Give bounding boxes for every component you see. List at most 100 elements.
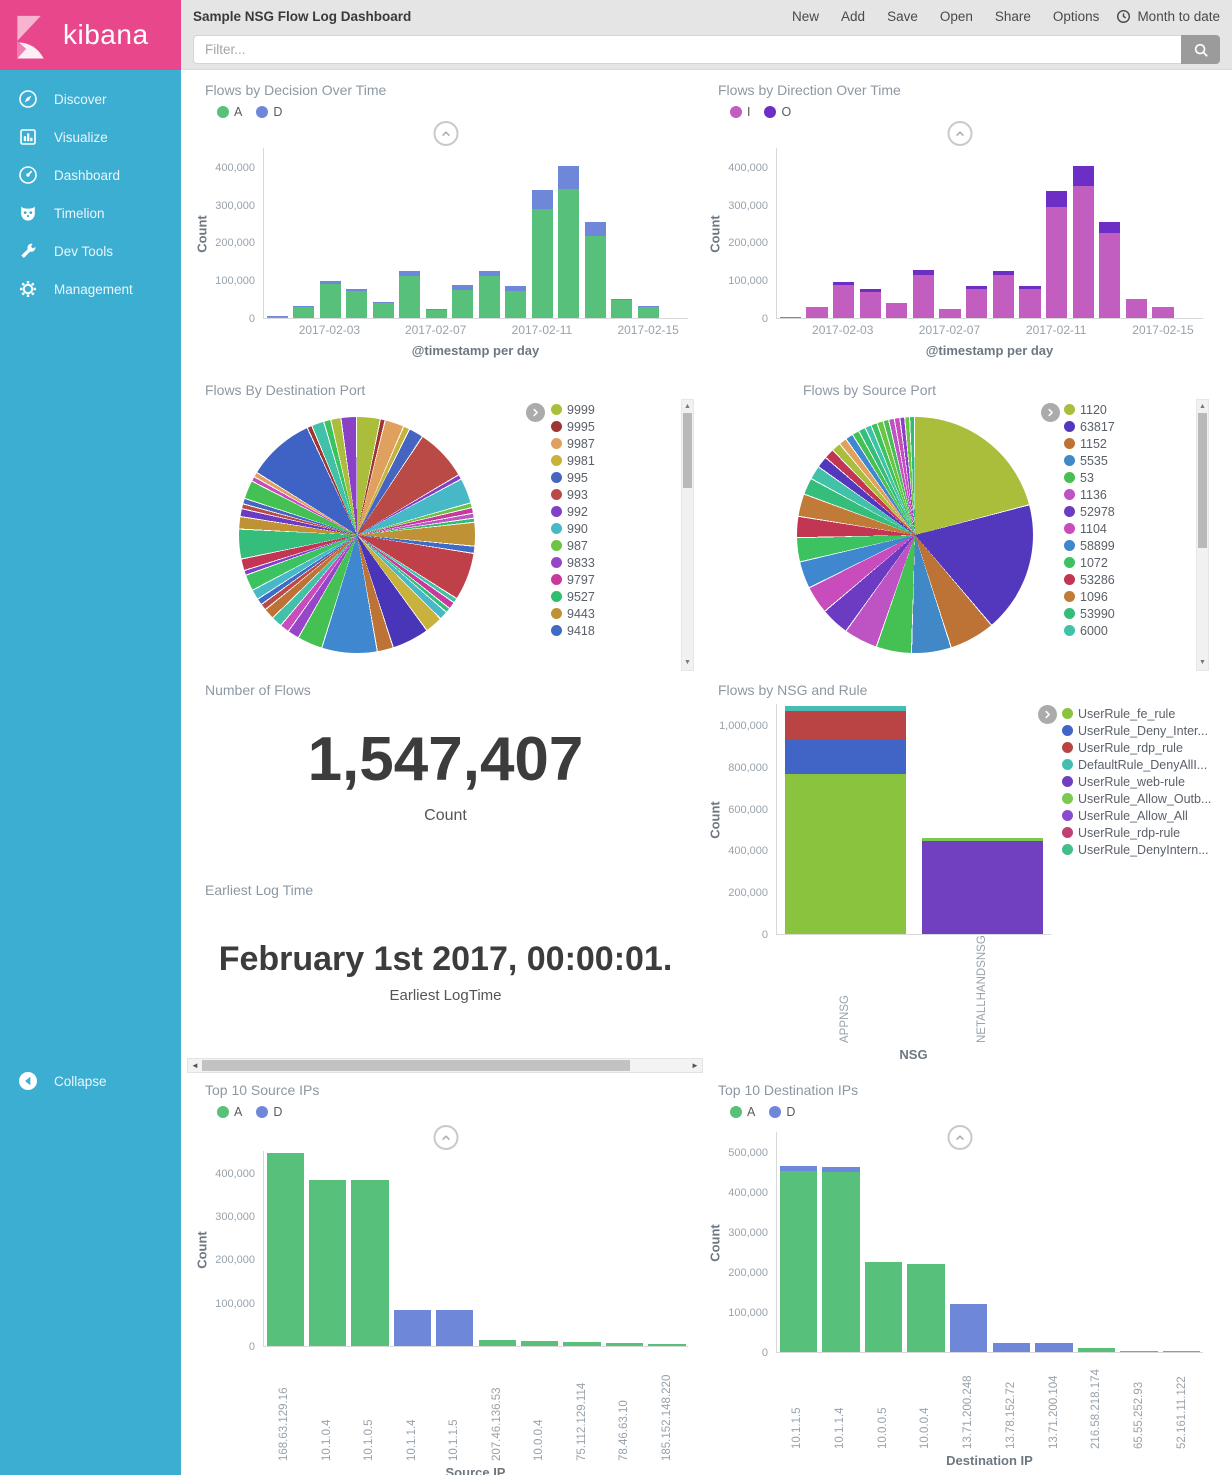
pie-chart[interactable]: [797, 417, 1033, 653]
legend-item[interactable]: 9995: [551, 418, 669, 435]
bar[interactable]: [806, 307, 828, 318]
legend-item[interactable]: 1104: [1064, 520, 1182, 537]
bar[interactable]: [779, 317, 801, 318]
scrollbar-up-arrow[interactable]: ▲: [1199, 403, 1206, 410]
sidebar-collapse-button[interactable]: Collapse: [0, 1063, 181, 1099]
bar[interactable]: [436, 1310, 474, 1346]
scrollbar-down-arrow[interactable]: ▼: [1199, 659, 1206, 666]
bar[interactable]: [1035, 1343, 1073, 1352]
menu-item-add[interactable]: Add: [841, 9, 866, 24]
bar[interactable]: [859, 289, 881, 318]
panel-title[interactable]: Flows by NSG and Rule: [718, 682, 868, 698]
legend-item[interactable]: DefaultRule_DenyAllI...: [1062, 756, 1212, 773]
legend-item[interactable]: 9443: [551, 605, 669, 622]
legend-item[interactable]: 9987: [551, 435, 669, 452]
legend-item[interactable]: A: [217, 1105, 242, 1119]
bar[interactable]: [907, 1264, 945, 1352]
panel-title[interactable]: Flows by Source Port: [803, 382, 937, 398]
menu-item-open[interactable]: Open: [939, 9, 973, 24]
legend-item[interactable]: UserRule_rdp_rule: [1062, 739, 1212, 756]
bar[interactable]: [266, 316, 288, 318]
bar[interactable]: [372, 302, 394, 318]
legend-item[interactable]: O: [764, 105, 791, 119]
kibana-logo[interactable]: kibana: [0, 0, 181, 70]
scrollbar-up-arrow[interactable]: ▲: [684, 403, 691, 410]
legend-item[interactable]: 1152: [1064, 435, 1182, 452]
legend-item[interactable]: 53286: [1064, 571, 1182, 588]
bar[interactable]: [966, 286, 988, 318]
bar[interactable]: [1152, 307, 1174, 318]
time-picker-button[interactable]: Month to date: [1110, 9, 1220, 24]
legend-item[interactable]: 58899: [1064, 537, 1182, 554]
legend-item[interactable]: I: [730, 105, 750, 119]
bar[interactable]: [1077, 1348, 1116, 1352]
legend-item[interactable]: 1136: [1064, 486, 1182, 503]
menu-item-new[interactable]: New: [792, 9, 820, 24]
scrollbar-track[interactable]: [202, 1060, 688, 1071]
pie-chart[interactable]: [239, 417, 475, 653]
legend-item[interactable]: 987: [551, 537, 669, 554]
bar[interactable]: [1019, 286, 1041, 318]
bar[interactable]: [1125, 299, 1148, 318]
bar[interactable]: [351, 1180, 389, 1346]
scrollbar-down-arrow[interactable]: ▼: [684, 659, 691, 666]
bar[interactable]: [531, 190, 553, 318]
bar[interactable]: [478, 1340, 516, 1346]
legend-item[interactable]: D: [769, 1105, 795, 1119]
bar[interactable]: [308, 1180, 347, 1346]
sidebar-item-timelion[interactable]: Timelion: [0, 194, 181, 232]
menu-item-save[interactable]: Save: [887, 9, 918, 24]
legend-item[interactable]: 6000: [1064, 622, 1182, 639]
legend-item[interactable]: 990: [551, 520, 669, 537]
legend-item[interactable]: 1072: [1064, 554, 1182, 571]
legend-item[interactable]: UserRule_Allow_Outb...: [1062, 790, 1212, 807]
panel-title[interactable]: Top 10 Source IPs: [205, 1082, 320, 1098]
legend-item[interactable]: 9833: [551, 554, 669, 571]
bar[interactable]: [1120, 1351, 1158, 1352]
collapse-chevron-button[interactable]: [947, 121, 972, 146]
expand-panel-button[interactable]: [1038, 705, 1057, 724]
legend-item[interactable]: 63817: [1064, 418, 1182, 435]
bar[interactable]: [393, 1310, 432, 1346]
bar[interactable]: [425, 309, 447, 318]
bar[interactable]: [637, 306, 659, 318]
bar[interactable]: [319, 281, 341, 318]
bar[interactable]: [779, 1166, 818, 1352]
bar[interactable]: [832, 282, 855, 318]
panel-title[interactable]: Flows by Decision Over Time: [205, 82, 387, 98]
expand-panel-button[interactable]: [1041, 403, 1060, 422]
bar[interactable]: [505, 286, 527, 318]
bar[interactable]: [452, 285, 474, 318]
legend-item[interactable]: A: [730, 1105, 755, 1119]
search-button[interactable]: [1181, 35, 1220, 64]
legend-item[interactable]: 9418: [551, 622, 669, 639]
panel-title[interactable]: Top 10 Destination IPs: [718, 1082, 859, 1098]
bar[interactable]: [293, 306, 315, 318]
sidebar-item-management[interactable]: Management: [0, 270, 181, 308]
expand-panel-button[interactable]: [526, 403, 545, 422]
legend-item[interactable]: 9527: [551, 588, 669, 605]
bar[interactable]: [346, 289, 368, 318]
legend-item[interactable]: 992: [551, 503, 669, 520]
legend-item[interactable]: 9999: [551, 401, 669, 418]
collapse-chevron-button[interactable]: [433, 1125, 458, 1150]
legend-item[interactable]: UserRule_Deny_Inter...: [1062, 722, 1212, 739]
sidebar-item-visualize[interactable]: Visualize: [0, 118, 181, 156]
scrollbar-thumb[interactable]: [683, 413, 692, 488]
scrollbar-left-arrow[interactable]: ◄: [191, 1061, 199, 1070]
bar[interactable]: [992, 1343, 1030, 1352]
scrollbar-thumb[interactable]: [1198, 413, 1207, 548]
bar[interactable]: [992, 271, 1014, 318]
bar[interactable]: [1072, 166, 1094, 318]
legend-item[interactable]: 53: [1064, 469, 1182, 486]
bar[interactable]: [563, 1342, 601, 1346]
bar[interactable]: [922, 838, 1043, 934]
collapse-chevron-button[interactable]: [947, 1125, 972, 1150]
panel-title[interactable]: Flows By Destination Port: [205, 382, 366, 398]
legend-item[interactable]: 9797: [551, 571, 669, 588]
bar[interactable]: [1099, 222, 1121, 318]
bar[interactable]: [1162, 1351, 1201, 1352]
sidebar-item-dashboard[interactable]: Dashboard: [0, 156, 181, 194]
bar[interactable]: [520, 1341, 559, 1346]
bar[interactable]: [558, 166, 580, 318]
